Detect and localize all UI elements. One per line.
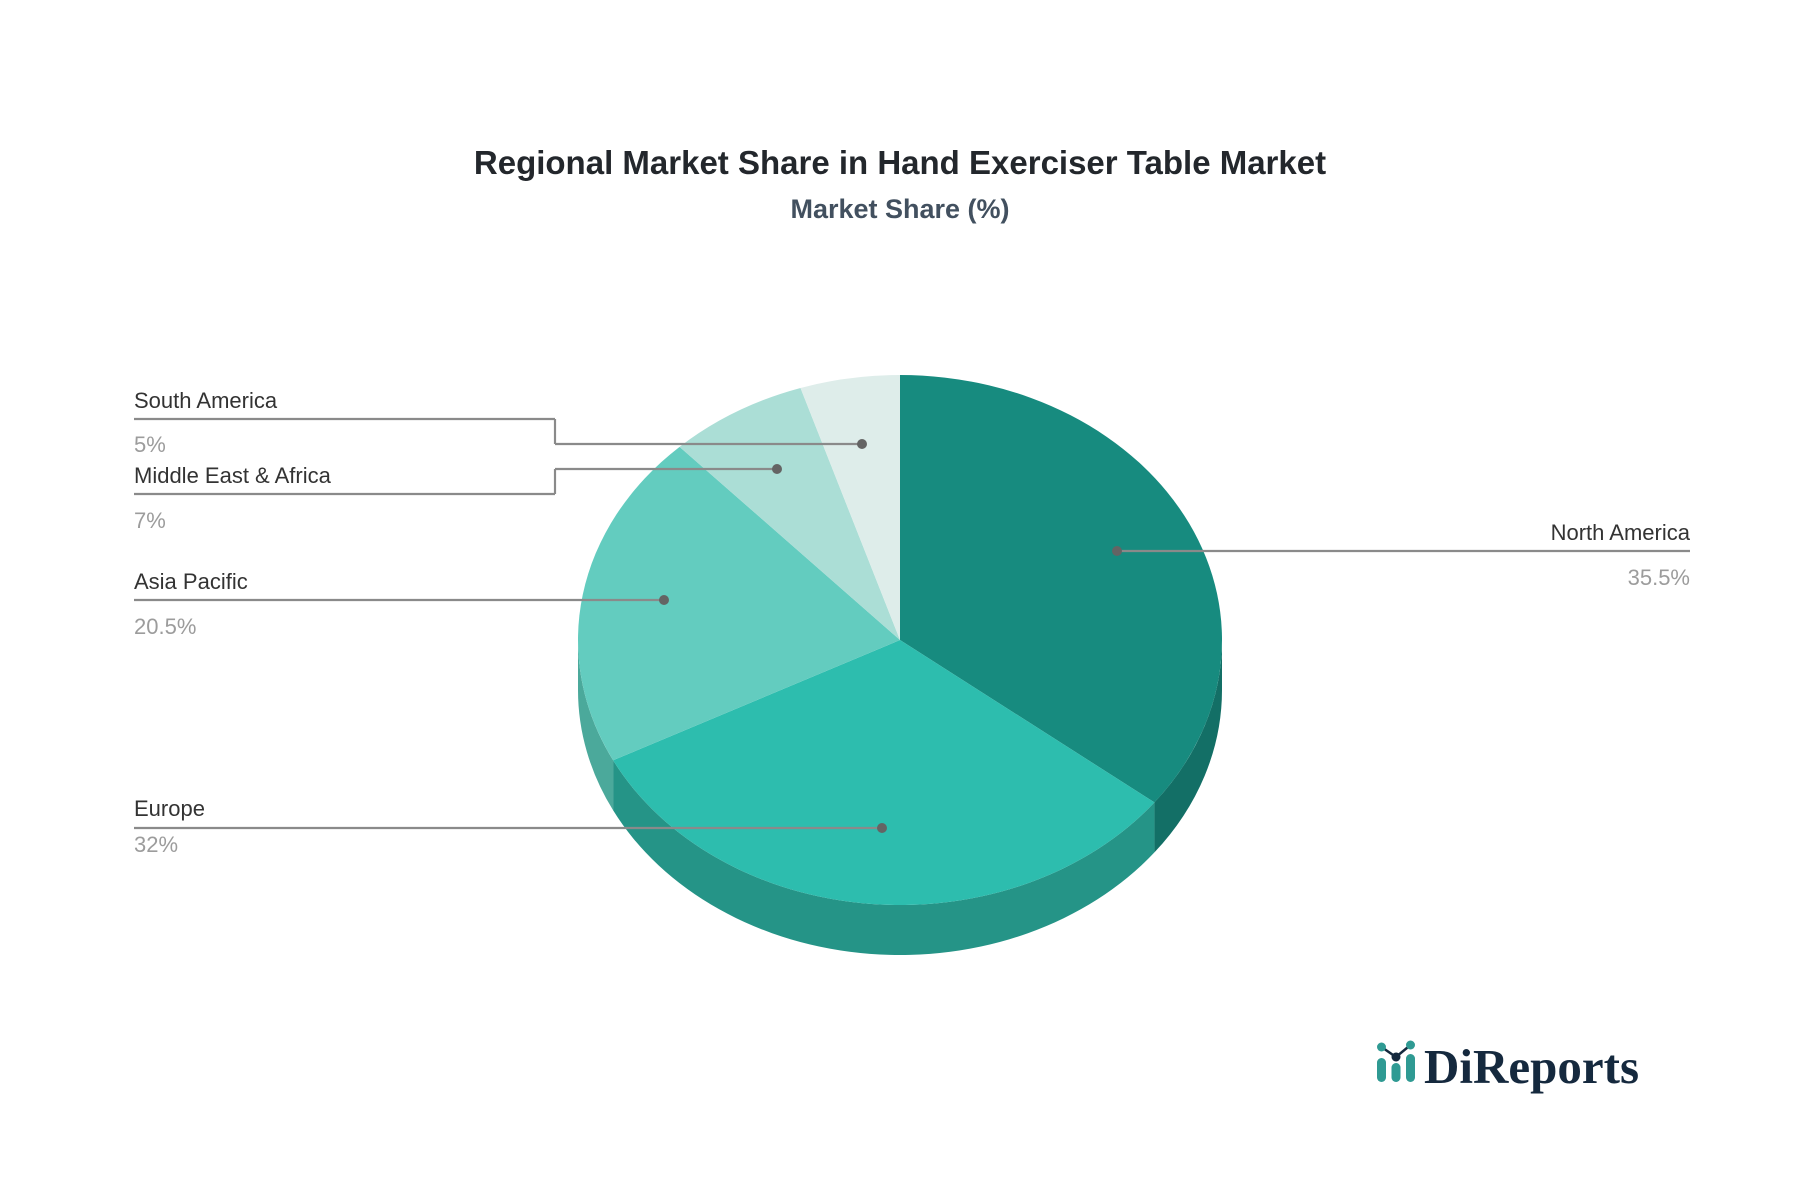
- leader-dot: [659, 595, 669, 605]
- slice-value: 32%: [134, 832, 178, 857]
- slice-label: South America: [134, 388, 278, 413]
- slice-value: 20.5%: [134, 614, 196, 639]
- callout-north-america: North America 35.5%: [1112, 520, 1691, 590]
- logo-dot-1: [1377, 1042, 1386, 1052]
- pie-slices: [578, 375, 1222, 955]
- leader-dot: [877, 823, 887, 833]
- slice-value: 35.5%: [1628, 565, 1690, 590]
- chart-subtitle: Market Share (%): [790, 194, 1009, 224]
- logo-bar-3: [1406, 1054, 1415, 1082]
- pie-slice-side-europe: [613, 760, 1155, 955]
- logo-bar-2: [1391, 1063, 1401, 1082]
- logo-dot-3: [1406, 1040, 1415, 1050]
- pie-slice-europe[interactable]: [613, 640, 1155, 905]
- slice-label: Middle East & Africa: [134, 463, 332, 488]
- logo-chart-icon: [1377, 1040, 1415, 1082]
- pie-slice-side-north-america: [1154, 640, 1222, 853]
- callout-asia-pacific: Asia Pacific 20.5%: [134, 569, 669, 639]
- slice-value: 7%: [134, 508, 166, 533]
- pie-slice-middle-east-africa[interactable]: [679, 387, 900, 640]
- leader-dot: [857, 439, 867, 449]
- pie-slice-south-america[interactable]: [800, 375, 901, 640]
- callout-south-america: South America 5%: [134, 388, 867, 457]
- leader-dot: [1112, 546, 1122, 556]
- leader-dot: [772, 464, 782, 474]
- logo-bar-1: [1377, 1058, 1386, 1082]
- brand-logo: DiReports: [1377, 1039, 1639, 1094]
- slice-label: Asia Pacific: [134, 569, 248, 594]
- logo-text: DiReports: [1424, 1039, 1639, 1094]
- slice-value: 5%: [134, 432, 166, 457]
- callout-middle-east-africa: Middle East & Africa 7%: [134, 463, 782, 533]
- logo-dot-2: [1391, 1052, 1401, 1062]
- slice-callouts: North America 35.5% Europe 32% Asia Pacific 2…: [134, 388, 1691, 857]
- callout-europe: Europe 32%: [134, 796, 887, 857]
- pie-slice-side-asia-pacific: [578, 640, 614, 811]
- slice-label: Europe: [134, 796, 205, 821]
- pie-slice-asia-pacific[interactable]: [578, 446, 900, 761]
- pie-slice-north-america[interactable]: [900, 375, 1222, 803]
- chart-title: Regional Market Share in Hand Exerciser …: [474, 144, 1326, 181]
- slice-label: North America: [1551, 520, 1691, 545]
